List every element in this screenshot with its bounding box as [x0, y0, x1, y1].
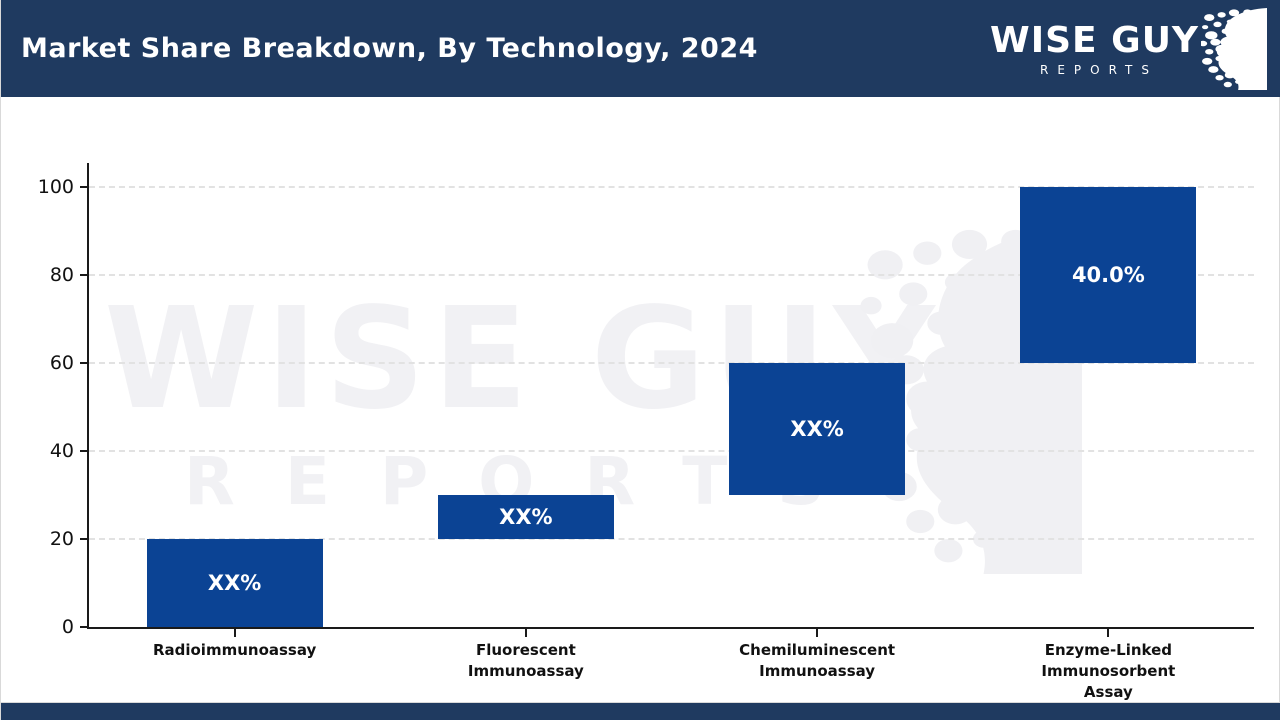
y-axis-tick — [80, 362, 89, 364]
y-axis-tick — [80, 626, 89, 628]
y-tick-label: 60 — [49, 352, 74, 374]
y-tick-label: 100 — [37, 176, 74, 198]
bar-value-label: XX% — [499, 505, 553, 529]
x-axis-tick — [1107, 629, 1110, 637]
x-axis-tick — [233, 629, 236, 637]
gridline — [89, 186, 1254, 188]
footer-bar — [1, 703, 1280, 720]
gridline — [89, 274, 1254, 276]
x-tick-label: Radioimmunoassay — [152, 641, 317, 659]
logo-text: WISE GUY REPORTS — [989, 20, 1199, 78]
logo-face-icon — [1201, 8, 1267, 90]
bar: 40.0% — [1020, 187, 1197, 363]
logo-wise-guy-label: WISE GUY — [989, 20, 1199, 61]
x-axis-line — [87, 627, 1254, 629]
y-axis-line — [87, 163, 89, 629]
bar: XX% — [146, 539, 323, 627]
bar: XX% — [437, 495, 614, 539]
x-tick-label: Fluorescent Immunoassay — [467, 641, 584, 680]
y-axis-tick — [80, 450, 89, 452]
y-axis-tick — [80, 274, 89, 276]
y-tick-label: 0 — [61, 616, 74, 638]
logo-reports-label: REPORTS — [1039, 63, 1158, 77]
bar: XX% — [729, 363, 906, 495]
gridline — [89, 450, 1254, 452]
x-tick-label: Chemiluminescent Immunoassay — [739, 641, 896, 680]
bar-value-label: XX% — [790, 417, 844, 441]
x-axis-tick — [524, 629, 527, 637]
footer-divider — [1, 702, 1280, 703]
bar-value-label: XX% — [207, 571, 262, 595]
y-axis-tick — [80, 186, 89, 188]
y-tick-label: 40 — [49, 440, 74, 462]
y-tick-label: 20 — [49, 528, 74, 550]
page-title: Market Share Breakdown, By Technology, 2… — [21, 33, 758, 64]
x-axis-tick — [816, 629, 819, 637]
bar-value-label: 40.0% — [1071, 263, 1145, 287]
header-bar: Market Share Breakdown, By Technology, 2… — [1, 0, 1280, 97]
y-axis-tick — [80, 538, 89, 540]
y-tick-label: 80 — [49, 264, 74, 286]
gridline — [89, 362, 1254, 364]
x-tick-label: Enzyme-Linked Immunosorbent Assay — [1041, 641, 1176, 701]
wise-guy-reports-logo: WISE GUY REPORTS — [990, 6, 1267, 92]
gridline — [89, 538, 1254, 540]
